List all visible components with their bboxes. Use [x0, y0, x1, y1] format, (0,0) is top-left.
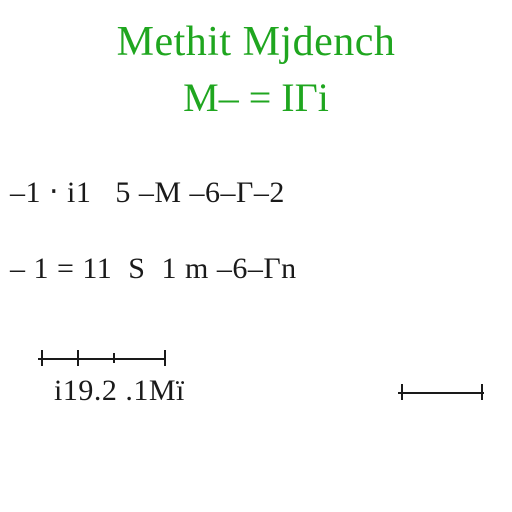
page-title: Methit Mjdench: [117, 18, 396, 66]
equation-row: –1 ‧ i1 5 –M –6–Γ–2: [0, 175, 512, 210]
ruler-left: i19.2 .1Mï: [20, 350, 185, 408]
ruler-right: [398, 384, 484, 408]
ruler-tick: [401, 384, 403, 400]
ruler-bar: [38, 350, 166, 366]
ruler-tick: [77, 350, 79, 366]
ruler-tick: [41, 350, 43, 366]
ruler-tick: [481, 384, 483, 400]
ruler-label: i19.2 .1Mï: [54, 374, 185, 408]
ruler-line: [38, 358, 166, 360]
page-subtitle: M– = IΓi: [183, 74, 329, 121]
ruler-tick: [164, 350, 166, 366]
document-page: Methit Mjdench M– = IΓi –1 ‧ i1 5 –M –6–…: [0, 0, 512, 512]
equation-left: –1 ‧ i1 5 –M –6–Γ–2: [10, 175, 285, 210]
ruler-line: [398, 392, 484, 394]
equation-left: – 1 = 11 S 1 m –6–Γn: [10, 252, 297, 286]
ruler-bar: [398, 384, 484, 400]
equation-row: – 1 = 11 S 1 m –6–Γn: [0, 252, 512, 286]
ruler-tick: [113, 353, 115, 363]
ruler-row: i19.2 .1Mï: [0, 350, 512, 408]
